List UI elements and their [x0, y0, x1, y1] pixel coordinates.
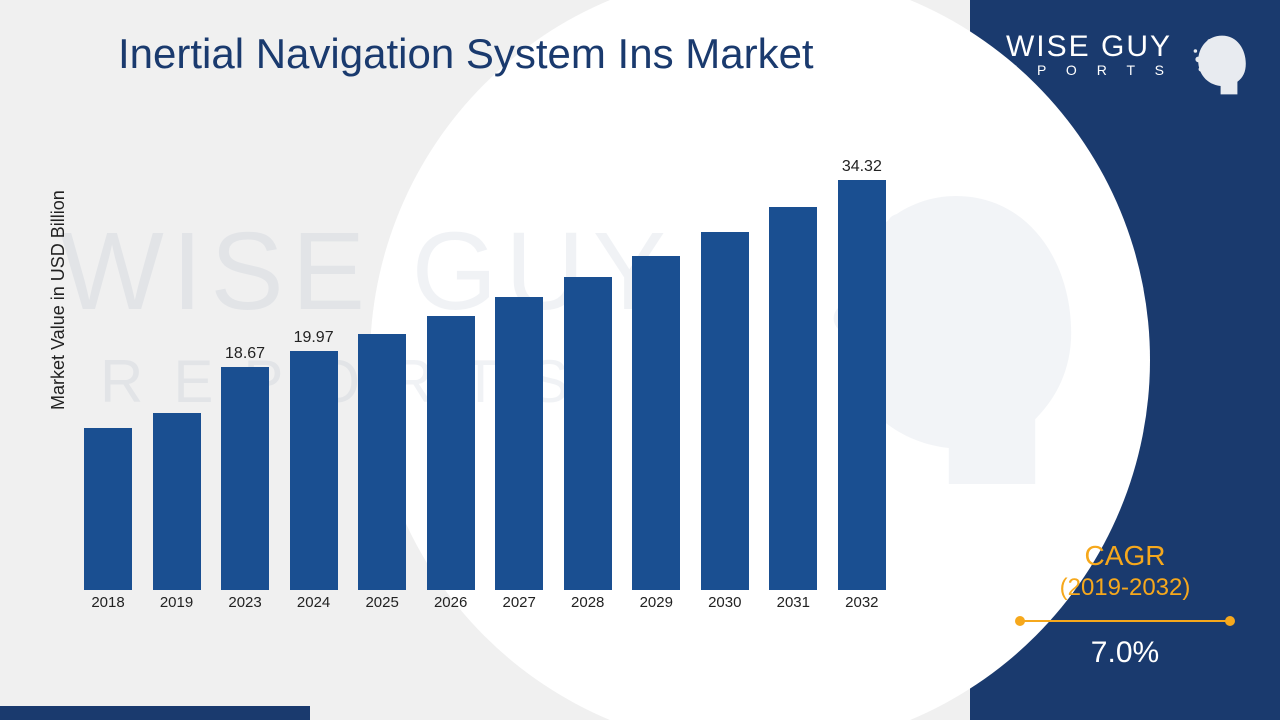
cagr-value: 7.0%: [1000, 636, 1250, 670]
chart-canvas: WISE GUY REPORTS Inertial Navigation Sys…: [0, 0, 1280, 720]
bar: [701, 232, 749, 590]
cagr-block: CAGR (2019-2032) 7.0%: [1000, 540, 1250, 670]
x-tick-label: 2028: [560, 594, 616, 611]
x-tick-label: 2019: [149, 594, 205, 611]
bar: [495, 297, 543, 590]
bar: [358, 334, 406, 590]
x-tick-label: 2026: [423, 594, 479, 611]
brand-logo: WISE GUY R E P O R T S: [978, 30, 1250, 78]
bar-slot: [423, 316, 479, 590]
bottom-accent-bar: [0, 706, 310, 720]
bar: [632, 256, 680, 590]
bar: [290, 351, 338, 590]
x-tick-label: 2029: [628, 594, 684, 611]
cagr-range: (2019-2032): [1000, 574, 1250, 602]
bar-slot: [628, 256, 684, 590]
bar: [769, 207, 817, 590]
bar-slot: [560, 277, 616, 590]
bar-slot: [765, 207, 821, 590]
bar-value-label: 34.32: [842, 158, 882, 176]
cagr-divider: [1020, 620, 1230, 622]
x-tick-label: 2030: [697, 594, 753, 611]
x-tick-label: 2024: [286, 594, 342, 611]
bar: [427, 316, 475, 590]
bar-slot: 18.67: [217, 367, 273, 590]
x-tick-label: 2025: [354, 594, 410, 611]
bar: [838, 180, 886, 590]
bar-slot: [149, 413, 205, 590]
x-tick-label: 2032: [834, 594, 890, 611]
bar-slot: [697, 232, 753, 590]
bar: [221, 367, 269, 590]
bar-slot: 19.97: [286, 351, 342, 590]
bar: [153, 413, 201, 590]
bar-slot: [491, 297, 547, 590]
cagr-label: CAGR: [1000, 540, 1250, 572]
chart-title: Inertial Navigation System Ins Market: [118, 30, 814, 78]
bar-slot: [354, 334, 410, 590]
x-tick-label: 2023: [217, 594, 273, 611]
bars-container: 18.6719.9734.32: [80, 160, 890, 590]
x-tick-label: 2031: [765, 594, 821, 611]
bar-value-label: 18.67: [225, 345, 265, 363]
bar: [564, 277, 612, 590]
bar-slot: [80, 428, 136, 590]
bar-value-label: 19.97: [294, 329, 334, 347]
bar: [84, 428, 132, 590]
x-tick-label: 2018: [80, 594, 136, 611]
x-tick-label: 2027: [491, 594, 547, 611]
plot-region: 18.6719.9734.32: [80, 160, 890, 590]
logo-main-text: WISE GUY: [978, 30, 1172, 64]
bar-slot: 34.32: [834, 180, 890, 590]
y-axis-label: Market Value in USD Billion: [48, 190, 69, 410]
logo-sub-text: R E P O R T S: [978, 62, 1172, 78]
x-axis: 2018 2019 2023 2024 2025 2026 2027 2028 2029 2030…: [80, 594, 890, 611]
